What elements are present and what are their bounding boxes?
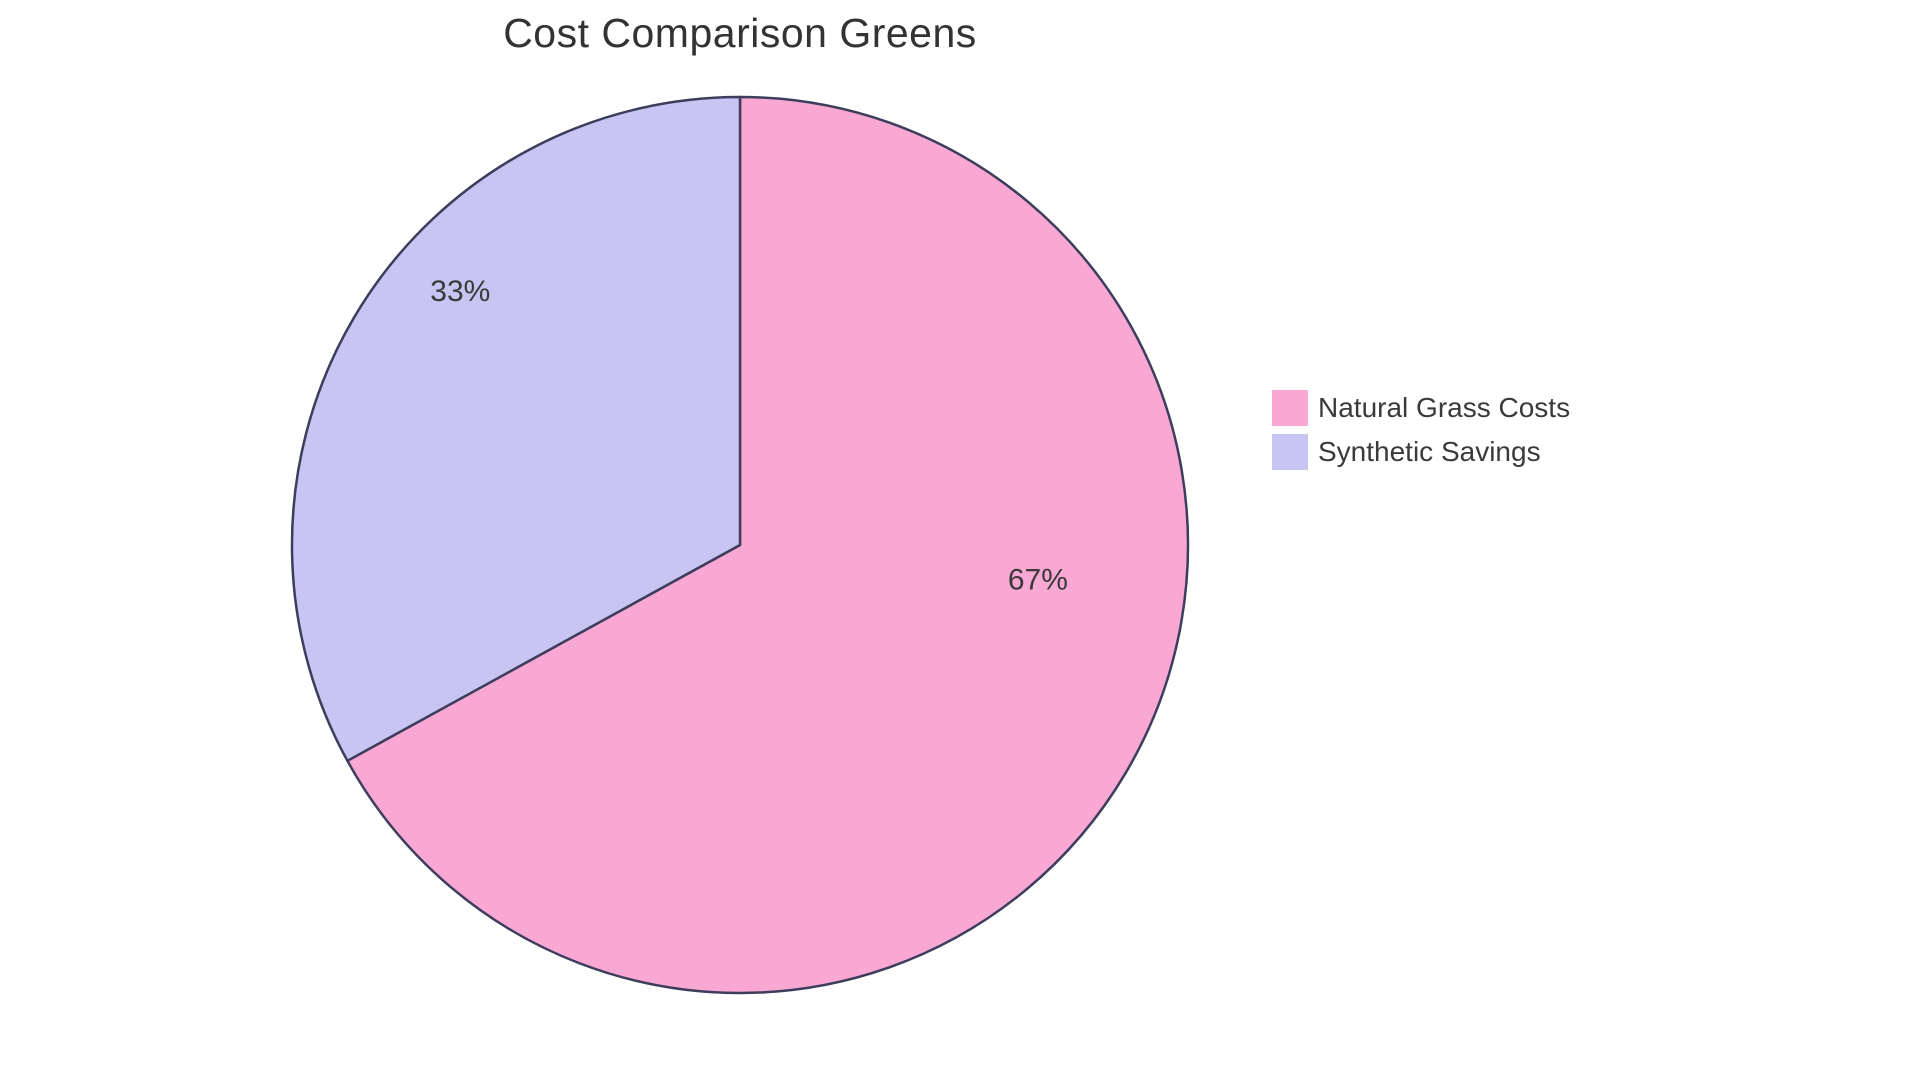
chart-title: Cost Comparison Greens bbox=[503, 10, 977, 56]
legend-label-0: Natural Grass Costs bbox=[1318, 392, 1571, 423]
legend-item-0[interactable]: Natural Grass Costs bbox=[1272, 390, 1570, 426]
legend: Natural Grass Costs Synthetic Savings bbox=[1272, 390, 1570, 470]
legend-label-1: Synthetic Savings bbox=[1318, 436, 1541, 467]
pie-slices bbox=[290, 95, 1190, 995]
legend-item-1[interactable]: Synthetic Savings bbox=[1272, 434, 1570, 470]
pie-percent-label-0: 67% bbox=[1008, 564, 1068, 597]
pie-slice-0[interactable] bbox=[346, 95, 1190, 995]
pie-slice-1[interactable] bbox=[290, 95, 742, 763]
legend-swatch-0 bbox=[1272, 390, 1308, 426]
pie-percent-label-1: 33% bbox=[430, 275, 490, 308]
pie-slice-labels: 67% 33% bbox=[430, 275, 1068, 596]
legend-swatch-1 bbox=[1272, 434, 1308, 470]
